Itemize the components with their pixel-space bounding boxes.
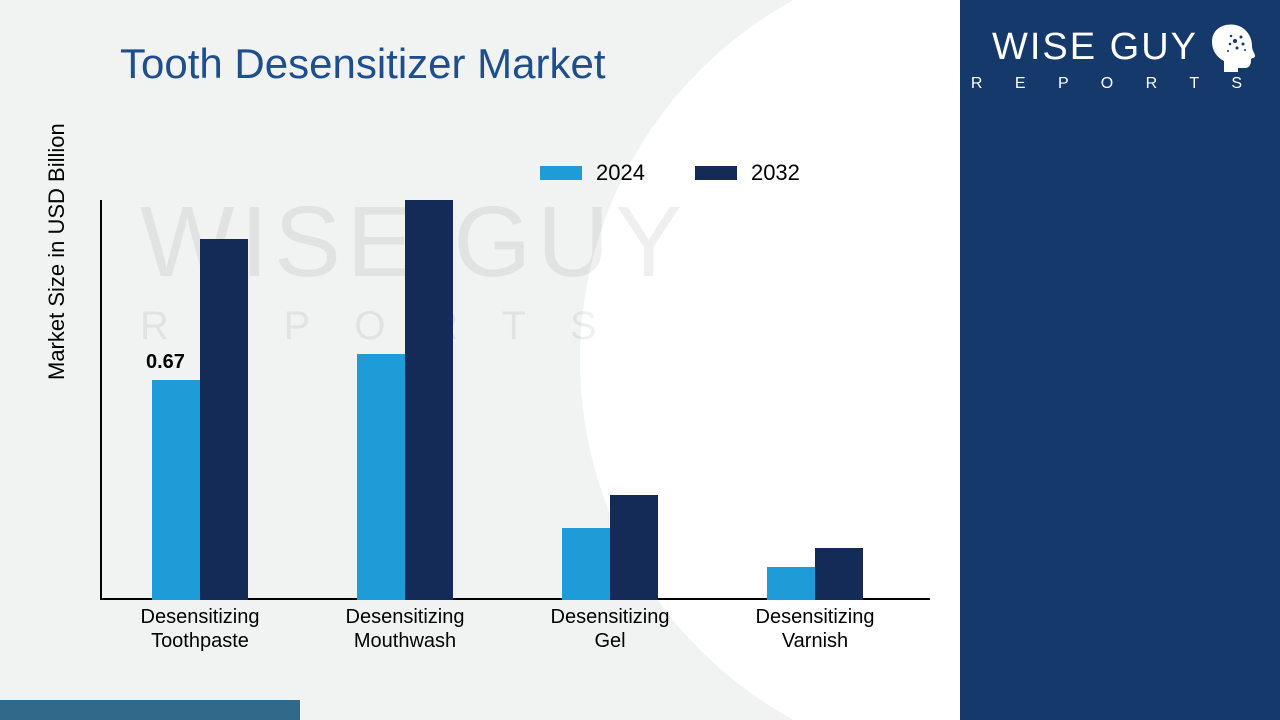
bar-group (725, 200, 905, 600)
logo-text-line1: WISE GUY (992, 28, 1198, 66)
legend: 2024 2032 (540, 160, 800, 186)
category-label: DesensitizingMouthwash (315, 605, 495, 653)
bar (562, 528, 610, 600)
chart-area: 0.67 (100, 200, 930, 600)
bar-group (520, 200, 700, 600)
legend-item-1: 2024 (540, 160, 645, 186)
brand-panel (960, 0, 1280, 720)
chart-title: Tooth Desensitizer Market (120, 40, 606, 88)
bar (767, 567, 815, 600)
y-axis-label: Market Size in USD Billion (44, 123, 70, 380)
bar-group: 0.67 (110, 200, 290, 600)
legend-label-1: 2024 (596, 160, 645, 186)
legend-swatch-1 (540, 166, 582, 180)
category-label: DesensitizingToothpaste (110, 605, 290, 653)
bar (200, 239, 248, 600)
bar (357, 354, 405, 600)
legend-item-2: 2032 (695, 160, 800, 186)
bar (610, 495, 658, 600)
category-label: DesensitizingVarnish (725, 605, 905, 653)
category-label: DesensitizingGel (520, 605, 700, 653)
head-icon (1206, 22, 1256, 72)
legend-swatch-2 (695, 166, 737, 180)
page: WISE GUY R E P O R T S WISE GUY REPORTS … (0, 0, 1280, 720)
bar (405, 200, 453, 600)
y-axis-line (100, 200, 102, 600)
bar-value-label: 0.67 (146, 351, 185, 374)
bar (152, 380, 200, 600)
brand-logo: WISE GUY R E P O R T S (971, 22, 1256, 92)
legend-label-2: 2032 (751, 160, 800, 186)
logo-text-line2: R E P O R T S (971, 76, 1256, 92)
bar (815, 548, 863, 600)
footer-accent-bar (0, 700, 300, 720)
bar-group (315, 200, 495, 600)
